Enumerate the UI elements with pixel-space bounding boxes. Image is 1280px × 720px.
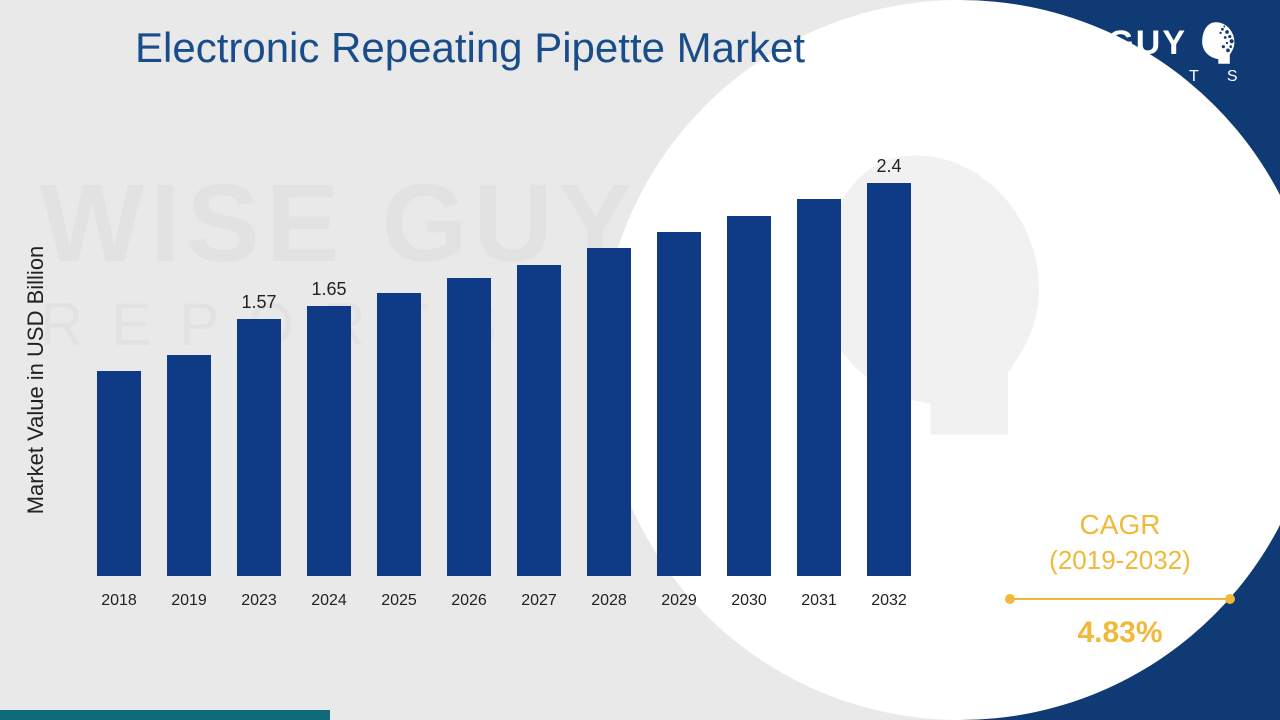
cagr-range: (2019-2032) bbox=[1000, 545, 1240, 576]
bar-value-label: 1.57 bbox=[241, 292, 276, 313]
bar: 2.4 bbox=[867, 183, 910, 576]
brand-logo: WISE GUY R E P O R T S bbox=[990, 20, 1250, 86]
logo-main-row: WISE GUY bbox=[1001, 20, 1239, 66]
x-tick-label: 2029 bbox=[661, 592, 697, 610]
y-axis-label: Market Value in USD Billion bbox=[23, 246, 49, 515]
bar: 1.65 bbox=[307, 306, 350, 576]
x-tick-label: 2026 bbox=[451, 592, 487, 610]
bar bbox=[587, 248, 630, 576]
cagr-divider bbox=[1010, 598, 1230, 600]
bar-value-label: 2.4 bbox=[876, 156, 901, 177]
plot-area: 1.57 1.65 2.4 bbox=[84, 150, 924, 576]
head-icon bbox=[1193, 20, 1239, 66]
cagr-label: CAGR bbox=[1000, 509, 1240, 541]
cagr-block: CAGR (2019-2032) 4.83% bbox=[1000, 509, 1240, 650]
bar bbox=[377, 293, 420, 576]
bar bbox=[797, 199, 840, 576]
x-tick-label: 2032 bbox=[871, 592, 907, 610]
infographic-canvas: WISE GUY REPORTS Electronic Repeating Pi… bbox=[0, 0, 1280, 720]
cagr-value: 4.83% bbox=[1000, 616, 1240, 650]
bar bbox=[167, 355, 210, 576]
bar-value-label: 1.65 bbox=[311, 279, 346, 300]
x-tick-label: 2023 bbox=[241, 592, 277, 610]
bar bbox=[657, 232, 700, 576]
bar-chart: Market Value in USD Billion 1.571.652.4 … bbox=[54, 150, 924, 610]
bar bbox=[97, 371, 140, 576]
x-tick-label: 2030 bbox=[731, 592, 767, 610]
bar: 1.57 bbox=[237, 319, 280, 576]
x-tick-label: 2031 bbox=[801, 592, 837, 610]
x-tick-label: 2018 bbox=[101, 592, 137, 610]
bottom-accent-bar bbox=[0, 710, 330, 720]
logo-main-text: WISE GUY bbox=[1001, 24, 1187, 63]
bar bbox=[727, 216, 770, 576]
x-tick-label: 2025 bbox=[381, 592, 417, 610]
logo-sub-text: R E P O R T S bbox=[990, 68, 1250, 86]
x-tick-label: 2019 bbox=[171, 592, 207, 610]
x-tick-label: 2024 bbox=[311, 592, 347, 610]
x-tick-label: 2028 bbox=[591, 592, 627, 610]
x-tick-label: 2027 bbox=[521, 592, 557, 610]
bar bbox=[517, 265, 560, 576]
chart-title: Electronic Repeating Pipette Market bbox=[60, 24, 880, 72]
bar bbox=[447, 278, 490, 576]
